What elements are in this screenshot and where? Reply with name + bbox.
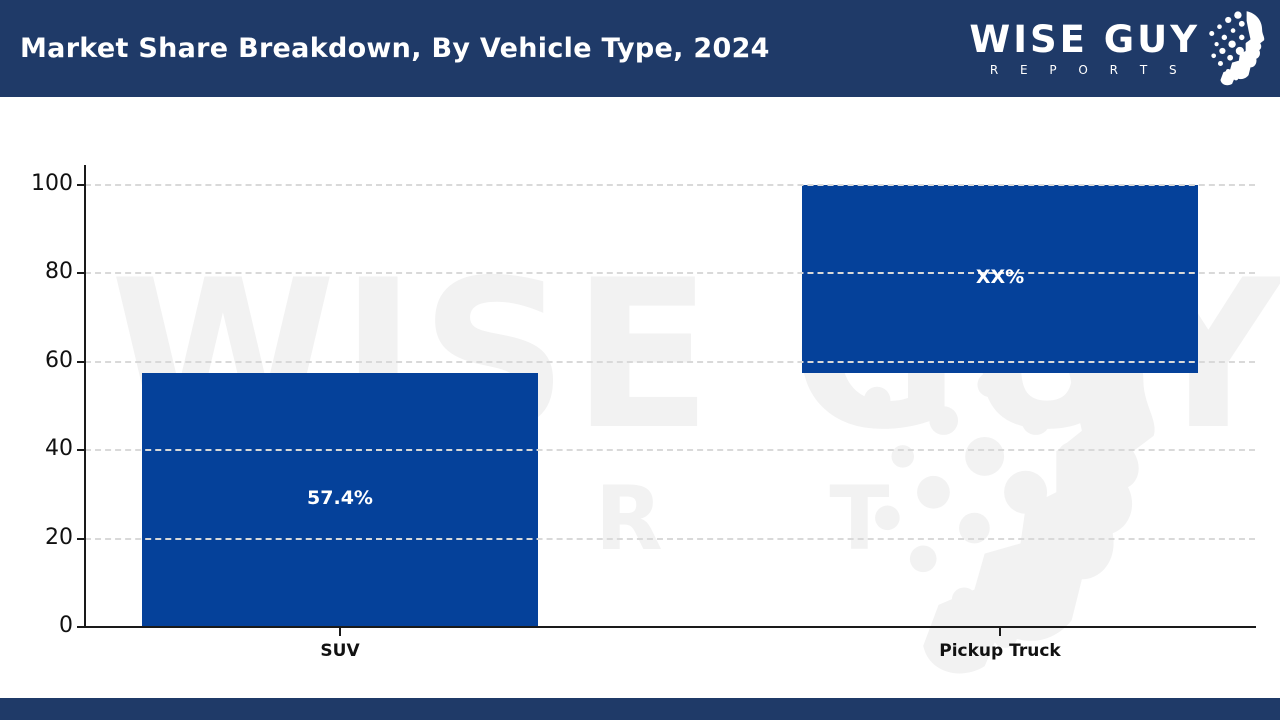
logo-subtitle: R E P O R T S — [989, 63, 1186, 77]
y-tick-60 — [77, 360, 85, 363]
x-tick-pickup-truck — [999, 628, 1001, 636]
gridline-20 — [85, 537, 1255, 540]
x-axis — [84, 626, 1256, 628]
chart-area: WISE GUY R T S 0 20 40 60 80 100 57.4% XX% SUV Pi… — [0, 97, 1280, 698]
y-tick-100 — [77, 184, 85, 186]
gridline-100 — [85, 184, 1255, 186]
gridline-80 — [85, 272, 1255, 275]
y-tick-0 — [77, 626, 85, 628]
bar-suv — [142, 373, 538, 627]
header-bar: Market Share Breakdown, By Vehicle Type,… — [0, 0, 1280, 97]
x-tick-suv — [339, 628, 341, 636]
y-tick-label-20: 20 — [45, 524, 73, 550]
y-tick-label-0: 0 — [59, 613, 73, 638]
gridline-60 — [85, 360, 1255, 363]
y-tick-label-100: 100 — [31, 171, 73, 196]
y-tick-80 — [77, 272, 85, 275]
y-tick-label-80: 80 — [45, 259, 73, 285]
y-tick-20 — [77, 537, 85, 540]
wise-guy-reports-logo: WISE GUY R E P O R T S — [969, 6, 1266, 92]
gridline-40 — [85, 449, 1255, 452]
bar-value-label-pickup-truck: XX% — [975, 266, 1025, 289]
bar-value-label-suv: 57.4% — [307, 487, 373, 510]
logo-name: WISE GUY — [969, 18, 1200, 61]
x-tick-label-suv: SUV — [320, 641, 360, 661]
footer-bar — [0, 698, 1280, 720]
x-tick-label-pickup-truck: Pickup Truck — [939, 641, 1061, 661]
y-tick-40 — [77, 449, 85, 452]
y-tick-label-40: 40 — [45, 436, 73, 462]
y-axis — [84, 165, 86, 628]
watermark-text-line2: R T S — [595, 467, 1188, 570]
logo-text: WISE GUY R E P O R T S — [969, 21, 1200, 77]
y-tick-label-60: 60 — [45, 347, 73, 373]
dotted-head-icon — [1209, 11, 1265, 86]
page-title: Market Share Breakdown, By Vehicle Type,… — [20, 33, 770, 64]
